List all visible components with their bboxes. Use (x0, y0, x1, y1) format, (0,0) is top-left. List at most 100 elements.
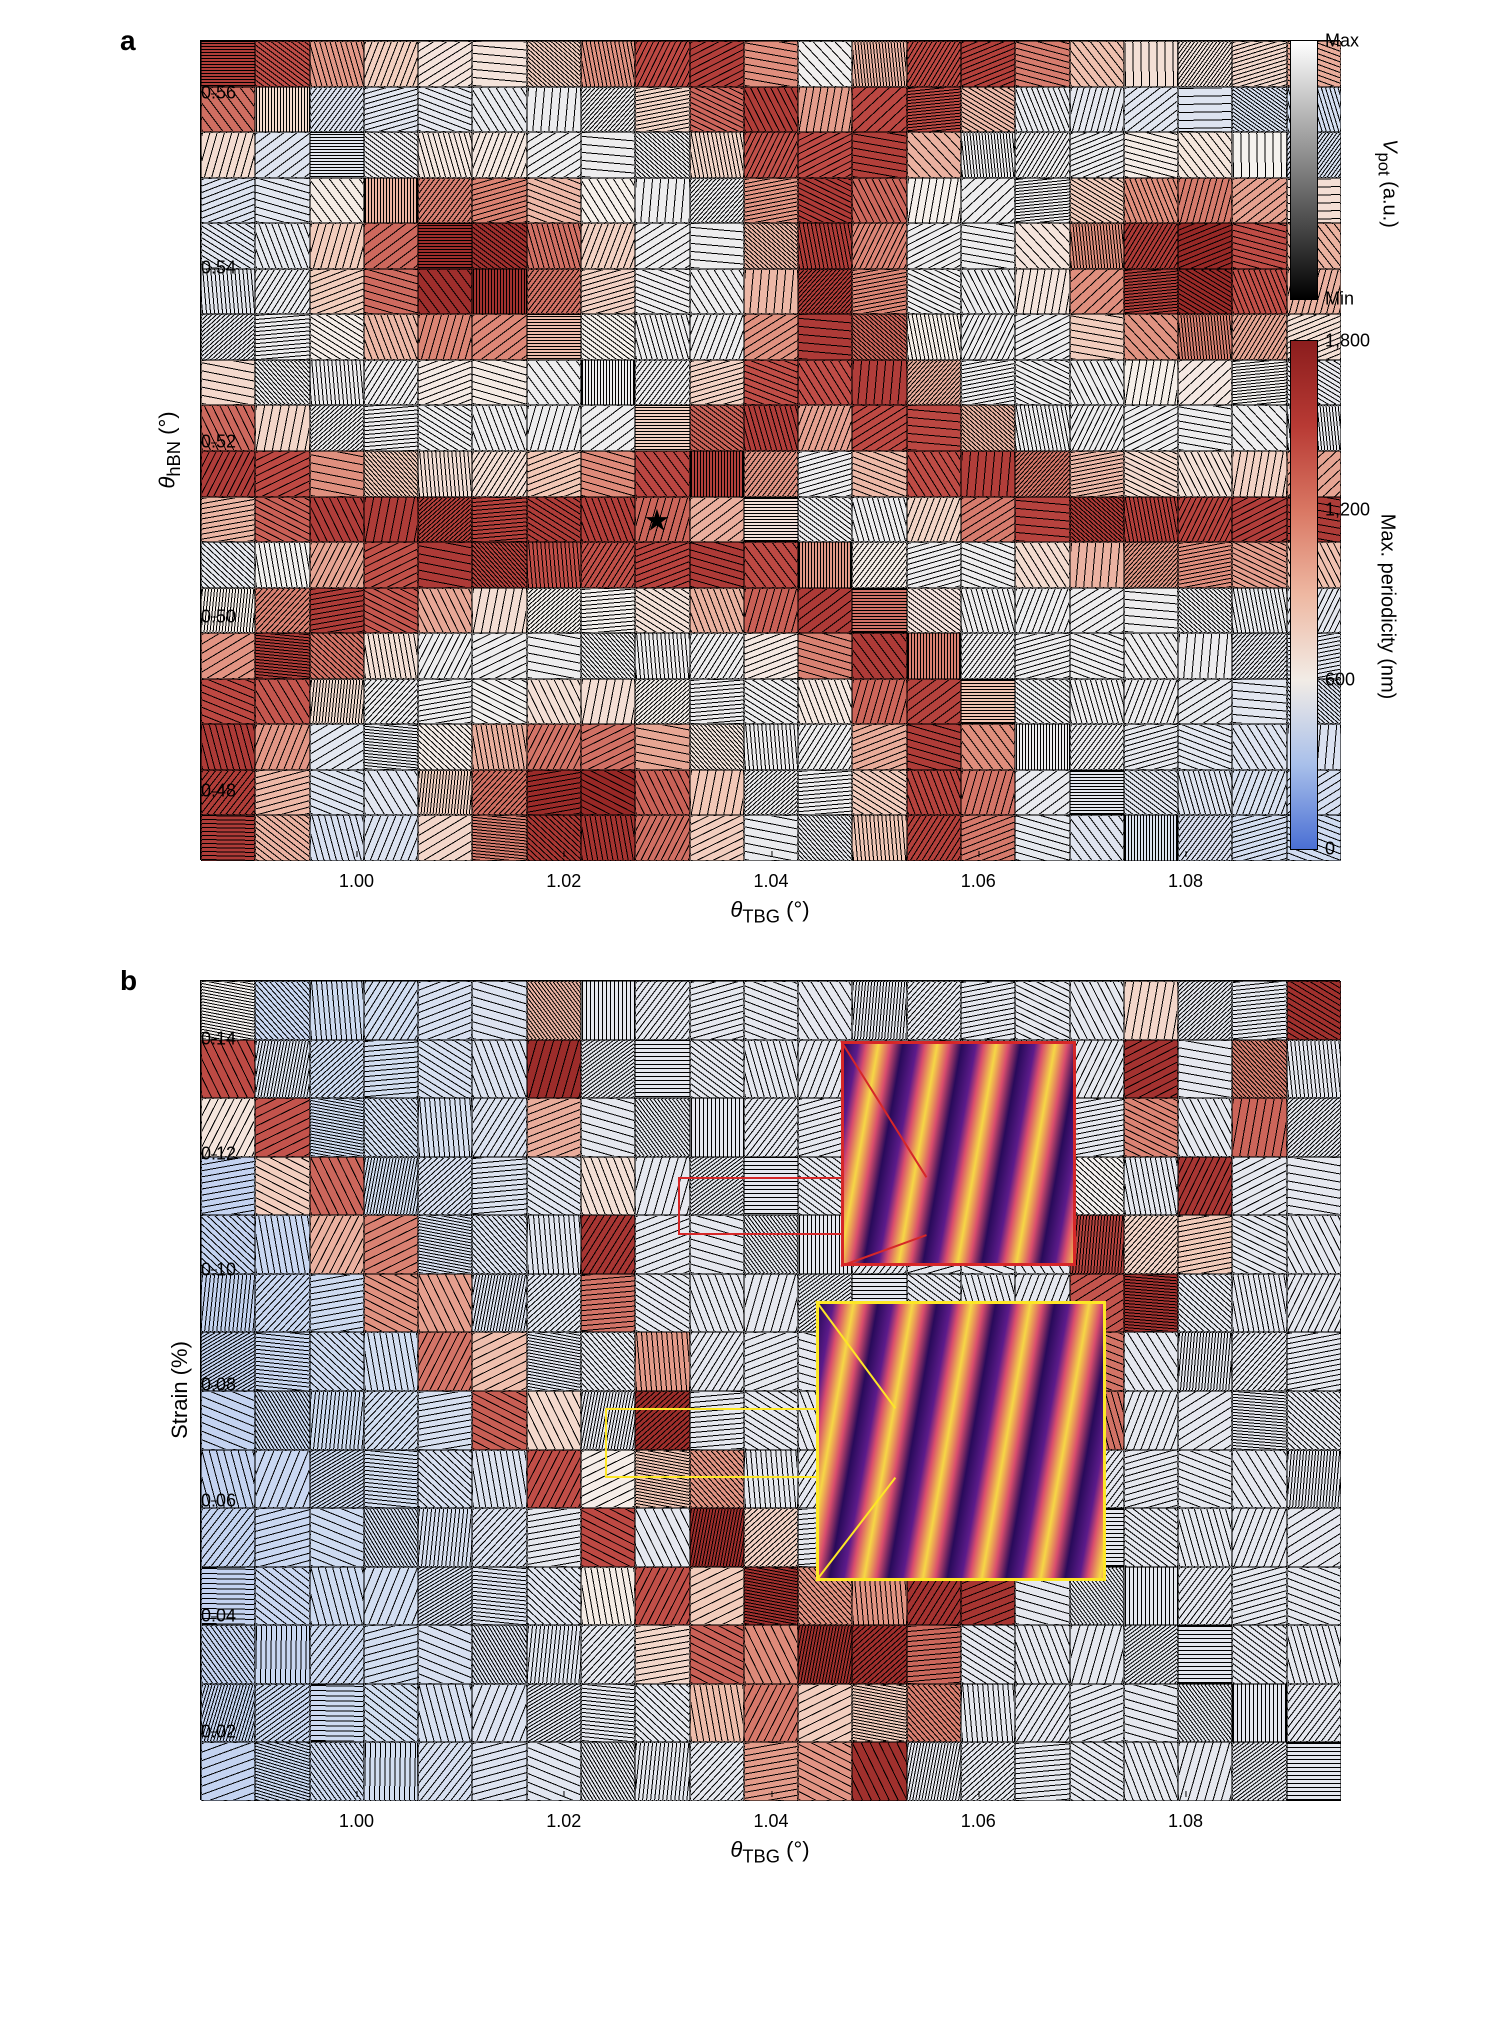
heatmap-cell (364, 542, 418, 588)
heatmap-cell (635, 132, 689, 178)
heatmap-cell (907, 87, 961, 133)
heatmap-cell (418, 542, 472, 588)
heatmap-cell (1124, 1508, 1178, 1567)
heatmap-cell (255, 223, 309, 269)
heatmap-cell (581, 405, 635, 451)
x-tick: 1.02 (546, 1801, 581, 1832)
heatmap-cell (255, 269, 309, 315)
heatmap-cell (852, 41, 906, 87)
heatmap-cell (1124, 1450, 1178, 1509)
y-tick: 0.12 (201, 1144, 209, 1165)
heatmap-cell (744, 1332, 798, 1391)
y-axis-label: Strain (%) (167, 1341, 193, 1439)
heatmap-cell (798, 223, 852, 269)
heatmap-cell (364, 360, 418, 406)
heatmap-cell (1124, 451, 1178, 497)
heatmap-cell (852, 633, 906, 679)
heatmap-cell (310, 1450, 364, 1509)
heatmap-cell (581, 41, 635, 87)
heatmap-cell (635, 41, 689, 87)
heatmap-cell (635, 1625, 689, 1684)
heatmap-cell (527, 87, 581, 133)
heatmap-cell (690, 314, 744, 360)
heatmap-cell (472, 405, 526, 451)
heatmap-cell (690, 981, 744, 1040)
heatmap-cell (690, 360, 744, 406)
heatmap-cell (310, 1274, 364, 1333)
heatmap-cell (690, 1625, 744, 1684)
heatmap-cell (418, 1215, 472, 1274)
heatmap-cell (744, 981, 798, 1040)
heatmap-cell (310, 41, 364, 87)
heatmap-cell (418, 1625, 472, 1684)
heatmap-cell (907, 542, 961, 588)
heatmap-cell (472, 314, 526, 360)
heatmap-cell (201, 451, 255, 497)
heatmap-cell (255, 679, 309, 725)
heatmap-cell (364, 1567, 418, 1626)
heatmap-cell (798, 1684, 852, 1743)
heatmap-cell (1070, 269, 1124, 315)
x-tick: 1.04 (753, 861, 788, 892)
heatmap-cell (1287, 1742, 1341, 1801)
heatmap-cell (635, 223, 689, 269)
heatmap-cell (1124, 87, 1178, 133)
heatmap-cell (581, 1215, 635, 1274)
x-tick: 1.02 (546, 861, 581, 892)
heatmap-cell (1124, 1215, 1178, 1274)
heatmap-cell (635, 1684, 689, 1743)
heatmap-cell (1070, 588, 1124, 634)
heatmap-cell (1124, 132, 1178, 178)
heatmap-cell (690, 770, 744, 816)
heatmap-cell (472, 770, 526, 816)
heatmap-cell (1178, 41, 1232, 87)
heatmap-cell (1015, 405, 1069, 451)
heatmap-cell (310, 451, 364, 497)
heatmap-cell (1015, 178, 1069, 224)
heatmap-cell (1124, 1098, 1178, 1157)
heatmap-cell (581, 1625, 635, 1684)
heatmap-cell (581, 815, 635, 861)
heatmap-cell (418, 1098, 472, 1157)
heatmap-cell (364, 1332, 418, 1391)
heatmap-cell (255, 1625, 309, 1684)
heatmap-cell (907, 41, 961, 87)
heatmap-cell (418, 633, 472, 679)
heatmap-cell (907, 497, 961, 543)
heatmap-cell (310, 1625, 364, 1684)
heatmap-cell (310, 981, 364, 1040)
heatmap-cell (201, 1742, 255, 1801)
heatmap-cell (852, 770, 906, 816)
heatmap-cell (364, 314, 418, 360)
heatmap-cell (798, 815, 852, 861)
heatmap-cell (255, 1742, 309, 1801)
heatmap-cell (581, 451, 635, 497)
heatmap-cell (255, 87, 309, 133)
heatmap-cell (1015, 269, 1069, 315)
heatmap-cell (1124, 405, 1178, 451)
heatmap-cell (310, 588, 364, 634)
colorbar-tick: Min (1317, 289, 1354, 310)
heatmap-cell (1124, 542, 1178, 588)
heatmap-cell (581, 314, 635, 360)
heatmap-cell (472, 679, 526, 725)
heatmap-cell (1070, 1098, 1124, 1157)
heatmap-cell (1178, 679, 1232, 725)
heatmap-cell (310, 1157, 364, 1216)
heatmap-cell (1124, 41, 1178, 87)
heatmap-cell (527, 1157, 581, 1216)
heatmap-cell (690, 588, 744, 634)
heatmap-cell (472, 724, 526, 770)
heatmap-cell (418, 132, 472, 178)
heatmap-cell (581, 542, 635, 588)
heatmap-cell (418, 360, 472, 406)
heatmap-cell (1232, 87, 1286, 133)
heatmap-cell (364, 1450, 418, 1509)
plot-area: 0.480.500.520.540.561.001.021.041.061.08… (200, 40, 1340, 860)
heatmap-cell (201, 1625, 255, 1684)
heatmap-cell (1178, 451, 1232, 497)
heatmap-cell (1070, 1625, 1124, 1684)
heatmap-cell (1070, 724, 1124, 770)
heatmap-cell (201, 542, 255, 588)
heatmap-cell (1178, 588, 1232, 634)
